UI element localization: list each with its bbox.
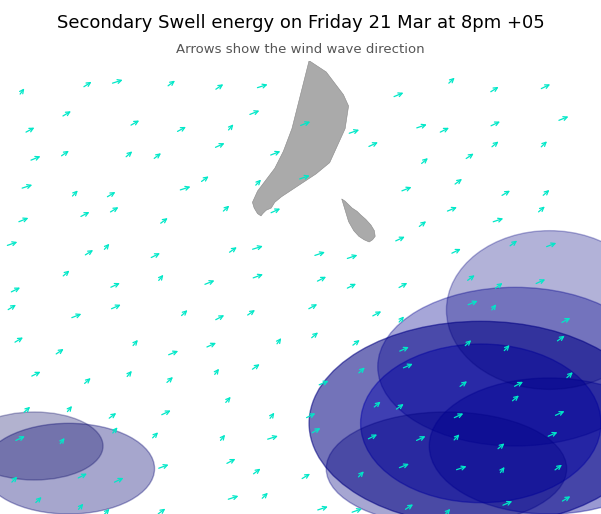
- Polygon shape: [252, 61, 349, 216]
- Ellipse shape: [361, 344, 601, 503]
- Ellipse shape: [309, 321, 601, 514]
- Text: Secondary Swell energy on Friday 21 Mar at 8pm +05: Secondary Swell energy on Friday 21 Mar …: [56, 14, 545, 32]
- Ellipse shape: [0, 412, 103, 480]
- Ellipse shape: [447, 231, 601, 389]
- Polygon shape: [342, 199, 375, 242]
- Ellipse shape: [378, 287, 601, 446]
- Ellipse shape: [429, 378, 601, 514]
- Ellipse shape: [0, 424, 154, 514]
- Text: Arrows show the wind wave direction: Arrows show the wind wave direction: [176, 43, 425, 56]
- Ellipse shape: [326, 412, 567, 514]
